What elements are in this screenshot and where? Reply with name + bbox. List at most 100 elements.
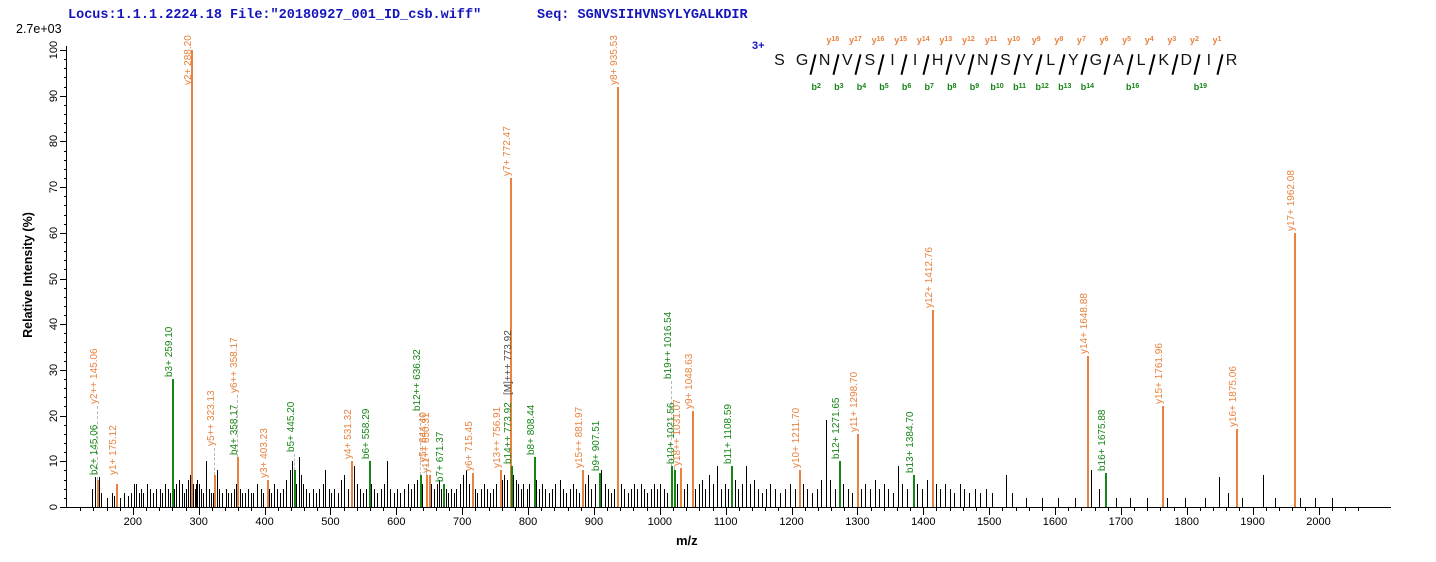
b-ion-tag: b6 (901, 82, 912, 92)
noise-peak (847, 488, 849, 507)
noise-peak (337, 493, 339, 507)
y-ion-peak (472, 472, 475, 507)
noise-peak (373, 488, 375, 507)
noise-peak (380, 488, 382, 507)
M-ion-label: [M]+++ 773.92 (502, 330, 514, 396)
noise-peak (569, 488, 571, 507)
x-minor-tick (514, 508, 516, 511)
noise-peak (366, 488, 368, 507)
y-ion-peak (425, 475, 428, 507)
y-ion-tag: y6 (1099, 35, 1109, 45)
x-minor-tick (343, 508, 345, 511)
noise-peak (149, 488, 151, 507)
b-ion-label: b8+ 808.44 (525, 404, 537, 455)
noise-peak (1005, 475, 1007, 507)
residue-letter: S (864, 52, 876, 69)
noise-peak (551, 488, 553, 507)
noise-peak (879, 488, 881, 507)
x-major-tick (132, 508, 134, 515)
noise-peak (140, 488, 142, 507)
b-ion-peak (670, 465, 673, 507)
noise-peak (228, 493, 230, 507)
noise-peak (594, 484, 596, 507)
noise-peak (523, 484, 525, 507)
x-minor-tick (831, 508, 833, 511)
x-minor-tick (699, 508, 701, 511)
x-minor-tick (119, 508, 121, 511)
noise-peak (194, 488, 196, 507)
noise-peak (280, 493, 282, 507)
y-ion-peak (582, 470, 585, 507)
noise-peak (807, 488, 809, 507)
x-minor-tick (778, 508, 780, 511)
noise-peak (222, 493, 224, 507)
noise-peak (1219, 477, 1221, 507)
x-minor-tick (238, 508, 240, 511)
x-major-tick (1252, 508, 1254, 515)
noise-peak (686, 484, 688, 507)
M-ion-peak (510, 465, 513, 507)
noise-peak (660, 484, 662, 507)
noise-peak (319, 488, 321, 507)
y-major-tick (60, 187, 67, 189)
sequence-header-text: Seq: SGNVSIIHVNSYLYGALKDIR (537, 8, 748, 23)
residue-letter: H (931, 52, 944, 69)
x-minor-tick (1344, 508, 1346, 511)
y-major-tick (60, 50, 67, 51)
noise-peak (301, 475, 303, 507)
y-ion-peak (509, 177, 512, 507)
y-axis-title: Relative Intensity (%) (21, 212, 35, 338)
noise-peak (205, 461, 207, 507)
noise-peak (802, 484, 804, 507)
b-ion-peak (533, 456, 536, 507)
x-major-tick (1186, 508, 1188, 515)
y-ion-label: y15++ 881.97 (574, 407, 586, 469)
noise-peak (181, 484, 183, 507)
x-minor-tick (1134, 508, 1136, 511)
x-minor-tick (93, 508, 95, 511)
x-minor-tick (870, 508, 872, 511)
noise-peak (917, 484, 919, 507)
x-minor-tick (633, 508, 635, 511)
residue-letter: I (912, 52, 918, 69)
noise-peak (935, 484, 937, 507)
noise-peak (614, 488, 616, 507)
y-minor-tick (64, 388, 67, 390)
x-tick-label: 500 (321, 516, 340, 528)
noise-peak (676, 484, 678, 507)
noise-peak (123, 493, 125, 507)
y-minor-tick (64, 260, 67, 262)
noise-peak (136, 484, 138, 507)
x-tick-label: 200 (123, 516, 143, 528)
noise-peak (717, 465, 719, 507)
noise-peak (186, 488, 188, 507)
noise-peak (949, 488, 951, 507)
x-minor-tick (488, 508, 490, 511)
noise-peak (239, 488, 241, 507)
noise-peak (400, 493, 402, 507)
noise-peak (161, 493, 163, 507)
y-minor-tick (64, 443, 67, 445)
noise-peak (496, 484, 498, 507)
b-ion-tag: b8 (947, 82, 957, 92)
noise-peak (734, 479, 736, 507)
noise-peak (159, 488, 161, 507)
noise-peak (518, 484, 520, 507)
noise-peak (371, 484, 373, 507)
x-minor-tick (317, 508, 319, 511)
noise-peak (119, 497, 121, 507)
noise-peak (176, 484, 178, 507)
label-leader-line (670, 381, 672, 466)
noise-peak (779, 493, 781, 507)
b-ion-label: b7+ 671.37 (435, 431, 447, 483)
spectrum-plot-area: 200 300 400 500 600 700 800 900 1000 1100 1200 1300… (48, 35, 1391, 528)
noise-peak (611, 493, 613, 507)
noise-peak (572, 484, 574, 507)
noise-peak (360, 488, 362, 507)
x-minor-tick (554, 508, 556, 511)
y-ion-label: y10+ 1211.70 (791, 408, 803, 469)
noise-peak (483, 484, 485, 507)
noise-peak (331, 493, 333, 507)
y-ion-label: y5++ 323.13 (205, 389, 217, 446)
noise-peak (738, 488, 740, 507)
